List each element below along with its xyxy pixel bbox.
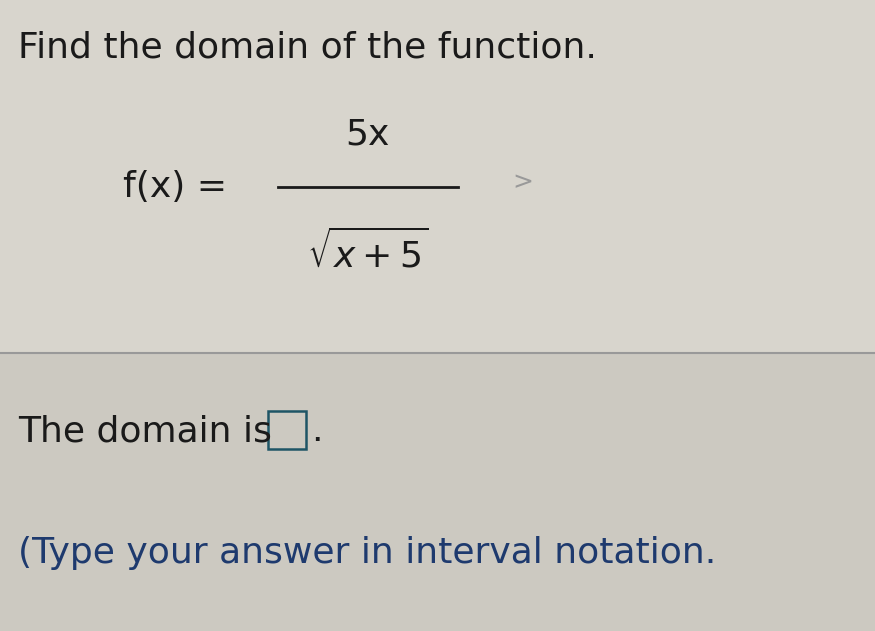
Text: f(x) =: f(x) = [123,170,227,204]
Text: (Type your answer in interval notation.: (Type your answer in interval notation. [18,536,717,570]
Text: 5x: 5x [346,117,389,151]
Text: .: . [311,414,323,448]
Bar [0,0,875,353]
Text: Find the domain of the function.: Find the domain of the function. [18,30,597,64]
Text: $\sqrt{x+5}$: $\sqrt{x+5}$ [307,228,428,274]
Text: >: > [513,170,534,194]
Bar [0,353,875,631]
Bar [268,411,306,449]
Text: The domain is: The domain is [18,414,272,448]
